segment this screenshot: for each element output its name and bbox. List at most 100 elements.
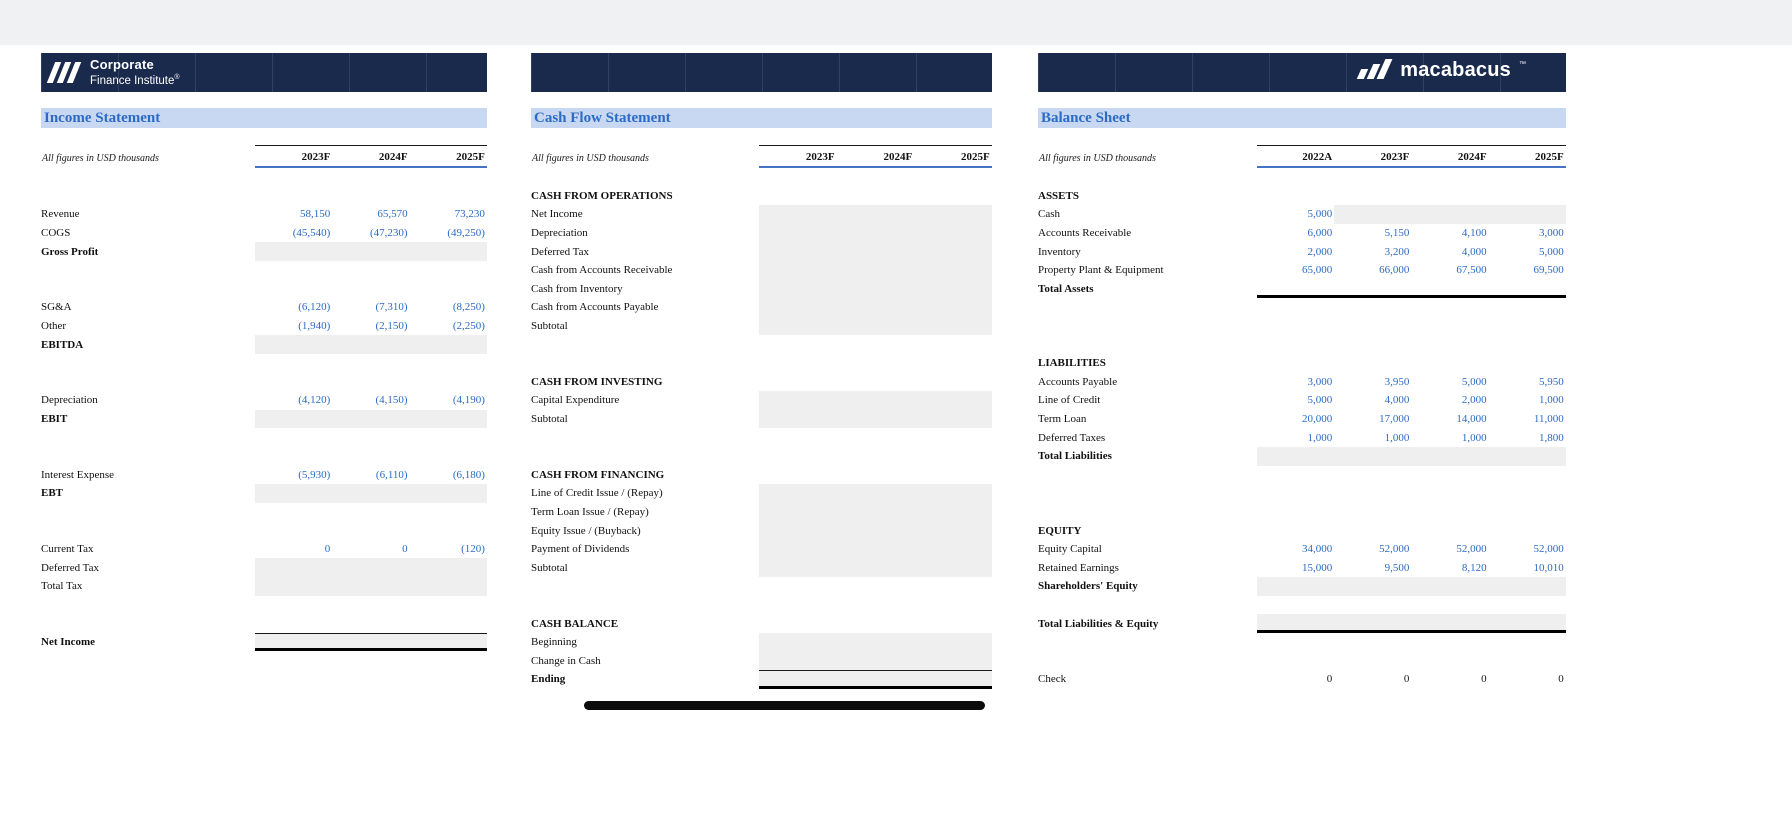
value-cell[interactable] <box>914 670 992 689</box>
value-cell[interactable]: 6,000 <box>1307 227 1333 240</box>
value-cell[interactable] <box>914 260 992 280</box>
value-cell[interactable]: 9,500 <box>1384 561 1410 574</box>
value-cell[interactable]: 0 <box>1558 673 1564 686</box>
value-cell[interactable] <box>255 409 333 429</box>
row-label[interactable]: Payment of Dividends <box>531 543 630 556</box>
row-label[interactable]: Term Loan Issue / (Repay) <box>531 505 649 518</box>
row-label[interactable]: Equity Capital <box>1038 543 1102 556</box>
value-cell[interactable] <box>836 632 915 652</box>
value-cell[interactable] <box>759 298 837 317</box>
value-cell[interactable] <box>914 539 992 559</box>
row-label[interactable]: Net Income <box>531 208 583 221</box>
value-cell[interactable] <box>1257 446 1335 466</box>
value-cell[interactable] <box>759 391 837 410</box>
value-cell[interactable]: 5,000 <box>1461 375 1487 388</box>
value-cell[interactable]: 2,000 <box>1461 394 1487 407</box>
row-label[interactable]: Subtotal <box>531 320 568 333</box>
value-cell[interactable] <box>914 298 992 317</box>
value-cell[interactable] <box>836 242 915 261</box>
value-cell[interactable] <box>409 577 487 596</box>
row-label[interactable]: Accounts Payable <box>1038 375 1118 388</box>
value-cell[interactable]: 8,120 <box>1461 561 1487 574</box>
value-cell[interactable]: (4,190) <box>452 394 485 407</box>
value-cell[interactable]: (7,310) <box>375 301 408 314</box>
value-cell[interactable]: 3,000 <box>1307 375 1333 388</box>
row-label[interactable]: ASSETS <box>1038 189 1079 202</box>
row-label[interactable]: Cash <box>1038 208 1060 221</box>
value-cell[interactable] <box>255 577 333 596</box>
value-cell[interactable] <box>1488 446 1566 466</box>
value-cell[interactable]: 17,000 <box>1379 413 1410 426</box>
row-label[interactable]: Accounts Receivable <box>1038 227 1132 240</box>
value-cell[interactable]: (4,120) <box>298 394 331 407</box>
row-label[interactable]: Inventory <box>1038 245 1081 258</box>
value-cell[interactable]: 0 <box>402 543 408 556</box>
value-cell[interactable] <box>759 651 837 671</box>
row-label[interactable]: Equity Issue / (Buyback) <box>531 524 641 537</box>
value-cell[interactable]: 1,000 <box>1307 431 1333 444</box>
value-cell[interactable]: (6,110) <box>375 468 408 481</box>
row-label[interactable]: CASH FROM FINANCING <box>531 468 665 481</box>
value-cell[interactable]: 0 <box>1481 673 1487 686</box>
row-label[interactable]: CASH BALANCE <box>531 617 619 630</box>
value-cell[interactable] <box>1411 446 1489 466</box>
value-cell[interactable] <box>836 558 915 578</box>
value-cell[interactable] <box>1411 205 1489 224</box>
value-cell[interactable]: 1,000 <box>1384 431 1410 444</box>
value-cell[interactable] <box>409 558 487 578</box>
value-cell[interactable]: 20,000 <box>1301 413 1333 426</box>
value-cell[interactable]: 52,000 <box>1533 543 1564 556</box>
value-cell[interactable] <box>759 260 837 280</box>
value-cell[interactable] <box>409 484 487 503</box>
value-cell[interactable]: (120) <box>461 543 485 556</box>
value-cell[interactable] <box>914 279 992 299</box>
value-cell[interactable] <box>914 223 992 243</box>
row-label[interactable]: Check <box>1038 673 1067 686</box>
row-label[interactable]: SG&A <box>41 301 72 314</box>
value-cell[interactable]: 5,950 <box>1539 375 1564 388</box>
value-cell[interactable] <box>759 632 837 652</box>
row-label[interactable]: Total Liabilities <box>1038 450 1112 463</box>
value-cell[interactable]: 4,100 <box>1461 227 1487 240</box>
row-label[interactable]: Gross Profit <box>41 245 99 258</box>
value-cell[interactable] <box>332 484 410 503</box>
value-cell[interactable] <box>759 279 837 299</box>
value-cell[interactable]: (5,930) <box>298 468 331 481</box>
value-cell[interactable] <box>1334 446 1412 466</box>
row-label[interactable]: Total Tax <box>41 580 83 593</box>
value-cell[interactable] <box>1411 614 1489 633</box>
row-label[interactable]: Line of Credit <box>1038 394 1101 407</box>
value-cell[interactable] <box>255 242 333 261</box>
value-cell[interactable] <box>332 335 410 354</box>
row-label[interactable]: COGS <box>41 227 71 240</box>
value-cell[interactable]: (45,540) <box>292 227 331 240</box>
row-label[interactable]: EQUITY <box>1038 524 1082 537</box>
value-cell[interactable] <box>759 521 837 540</box>
value-cell[interactable]: (47,230) <box>370 227 408 240</box>
value-cell[interactable] <box>1488 205 1566 224</box>
value-cell[interactable] <box>836 205 915 224</box>
value-cell[interactable] <box>1257 280 1335 299</box>
value-cell[interactable] <box>914 651 992 671</box>
value-cell[interactable] <box>409 335 487 354</box>
statement-title[interactable]: Balance Sheet <box>1038 108 1566 128</box>
value-cell[interactable] <box>1334 280 1412 299</box>
row-label[interactable]: Cash from Accounts Receivable <box>531 264 673 277</box>
row-label[interactable]: Retained Earnings <box>1038 561 1119 574</box>
value-cell[interactable]: 0 <box>1403 673 1410 686</box>
value-cell[interactable]: 5,000 <box>1307 394 1333 407</box>
row-label[interactable]: Depreciation <box>41 394 98 407</box>
value-cell[interactable] <box>914 242 992 261</box>
value-cell[interactable]: 3,950 <box>1384 375 1410 388</box>
value-cell[interactable] <box>836 670 915 689</box>
row-label[interactable]: Revenue <box>41 208 80 221</box>
value-cell[interactable]: 4,000 <box>1461 245 1487 258</box>
value-cell[interactable] <box>759 558 837 578</box>
row-label[interactable]: Beginning <box>531 636 577 649</box>
value-cell[interactable]: 1,000 <box>1461 431 1487 444</box>
value-cell[interactable]: 67,500 <box>1456 264 1487 277</box>
row-label[interactable]: Cash from Accounts Payable <box>531 301 659 314</box>
statement-title[interactable]: Cash Flow Statement <box>531 108 992 128</box>
value-cell[interactable]: 34,000 <box>1301 543 1333 556</box>
value-cell[interactable] <box>836 391 915 410</box>
